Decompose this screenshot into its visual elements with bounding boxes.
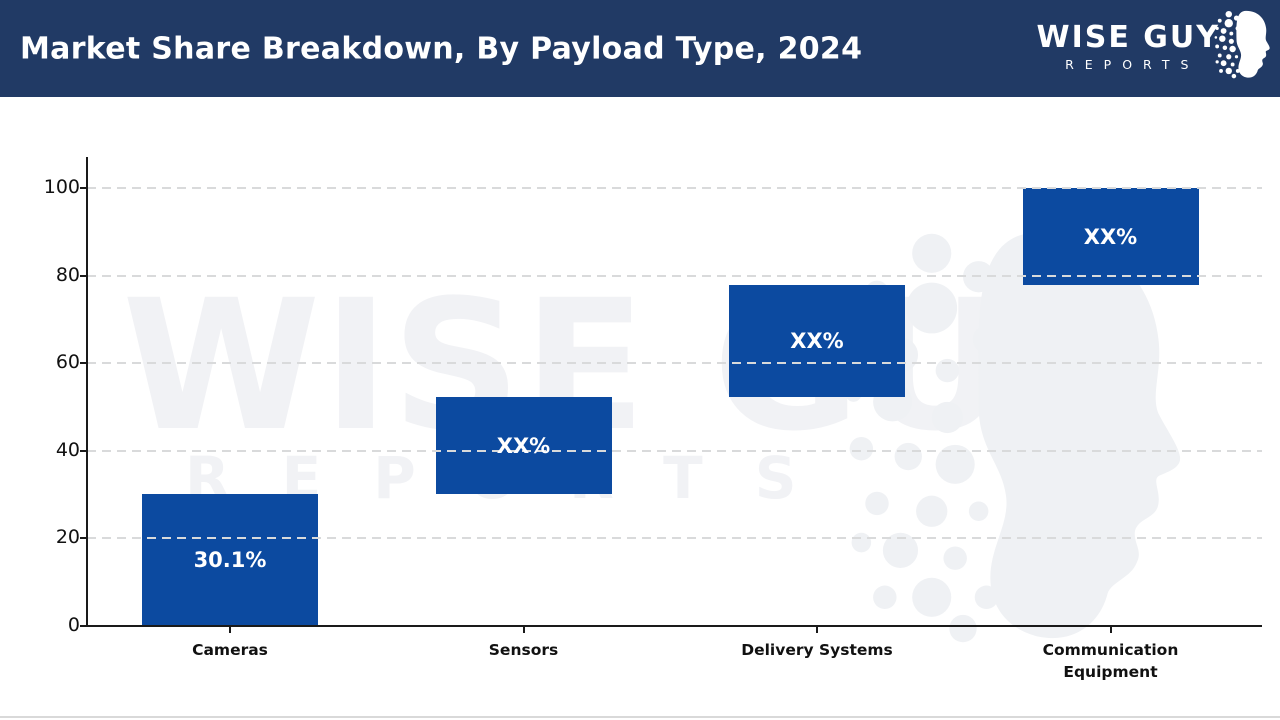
y-axis-tick bbox=[80, 362, 87, 365]
y-axis-tick bbox=[80, 449, 87, 452]
y-tick-label: 40 bbox=[55, 438, 80, 461]
bar-value-label: XX% bbox=[496, 433, 551, 458]
y-gridline bbox=[87, 537, 1262, 540]
y-axis-tick bbox=[80, 274, 87, 277]
y-tick-label: 100 bbox=[43, 176, 80, 198]
watermark-title: WISE GUY bbox=[122, 262, 1144, 471]
waterfall-bar bbox=[1022, 188, 1199, 286]
x-axis-line bbox=[86, 625, 1262, 627]
y-axis-tick bbox=[80, 187, 87, 189]
x-axis-tick bbox=[1109, 627, 1112, 633]
waterfall-bar bbox=[435, 396, 612, 495]
bar-value-label: XX% bbox=[790, 329, 844, 354]
bar-value-label: XX% bbox=[1083, 224, 1138, 249]
y-axis-tick bbox=[80, 625, 87, 627]
x-axis-tick bbox=[229, 627, 231, 633]
x-axis-tick bbox=[816, 627, 818, 633]
y-tick-label: 60 bbox=[55, 351, 80, 374]
x-category-label: Delivery Systems bbox=[741, 641, 893, 659]
y-tick-label: 0 bbox=[67, 614, 80, 636]
y-gridline bbox=[87, 274, 1262, 277]
waterfall-bar bbox=[142, 494, 318, 626]
chart-area: WISE GUY REPORTS 02040608010030.1%Camera… bbox=[0, 97, 1280, 720]
wiseguy-logo: WISE GUY REPORTS bbox=[1036, 9, 1270, 80]
bar-value-label: 30.1% bbox=[193, 548, 267, 573]
x-axis-tick bbox=[522, 627, 525, 633]
y-axis-line bbox=[86, 157, 88, 627]
y-tick-label: 20 bbox=[55, 526, 80, 549]
x-category-label: Sensors bbox=[488, 641, 559, 659]
logo-subtitle: REPORTS bbox=[1065, 57, 1200, 72]
logo-text: WISE GUY REPORTS bbox=[1036, 20, 1220, 73]
header-bar: Market Share Breakdown, By Payload Type,… bbox=[0, 0, 1280, 97]
logo-name: WISE GUY bbox=[1036, 20, 1220, 55]
y-tick-label: 80 bbox=[55, 263, 80, 286]
y-gridline bbox=[87, 187, 1262, 189]
y-gridline bbox=[87, 362, 1262, 365]
waterfall-bar bbox=[729, 285, 905, 397]
page-title: Market Share Breakdown, By Payload Type,… bbox=[20, 31, 863, 66]
x-category-label: Cameras bbox=[192, 641, 268, 659]
y-axis-tick bbox=[80, 537, 87, 540]
bottom-rule bbox=[0, 716, 1280, 718]
x-category-label: Communication Equipment bbox=[1042, 641, 1179, 681]
y-gridline bbox=[87, 449, 1262, 452]
dotted-head-icon bbox=[1212, 9, 1270, 80]
